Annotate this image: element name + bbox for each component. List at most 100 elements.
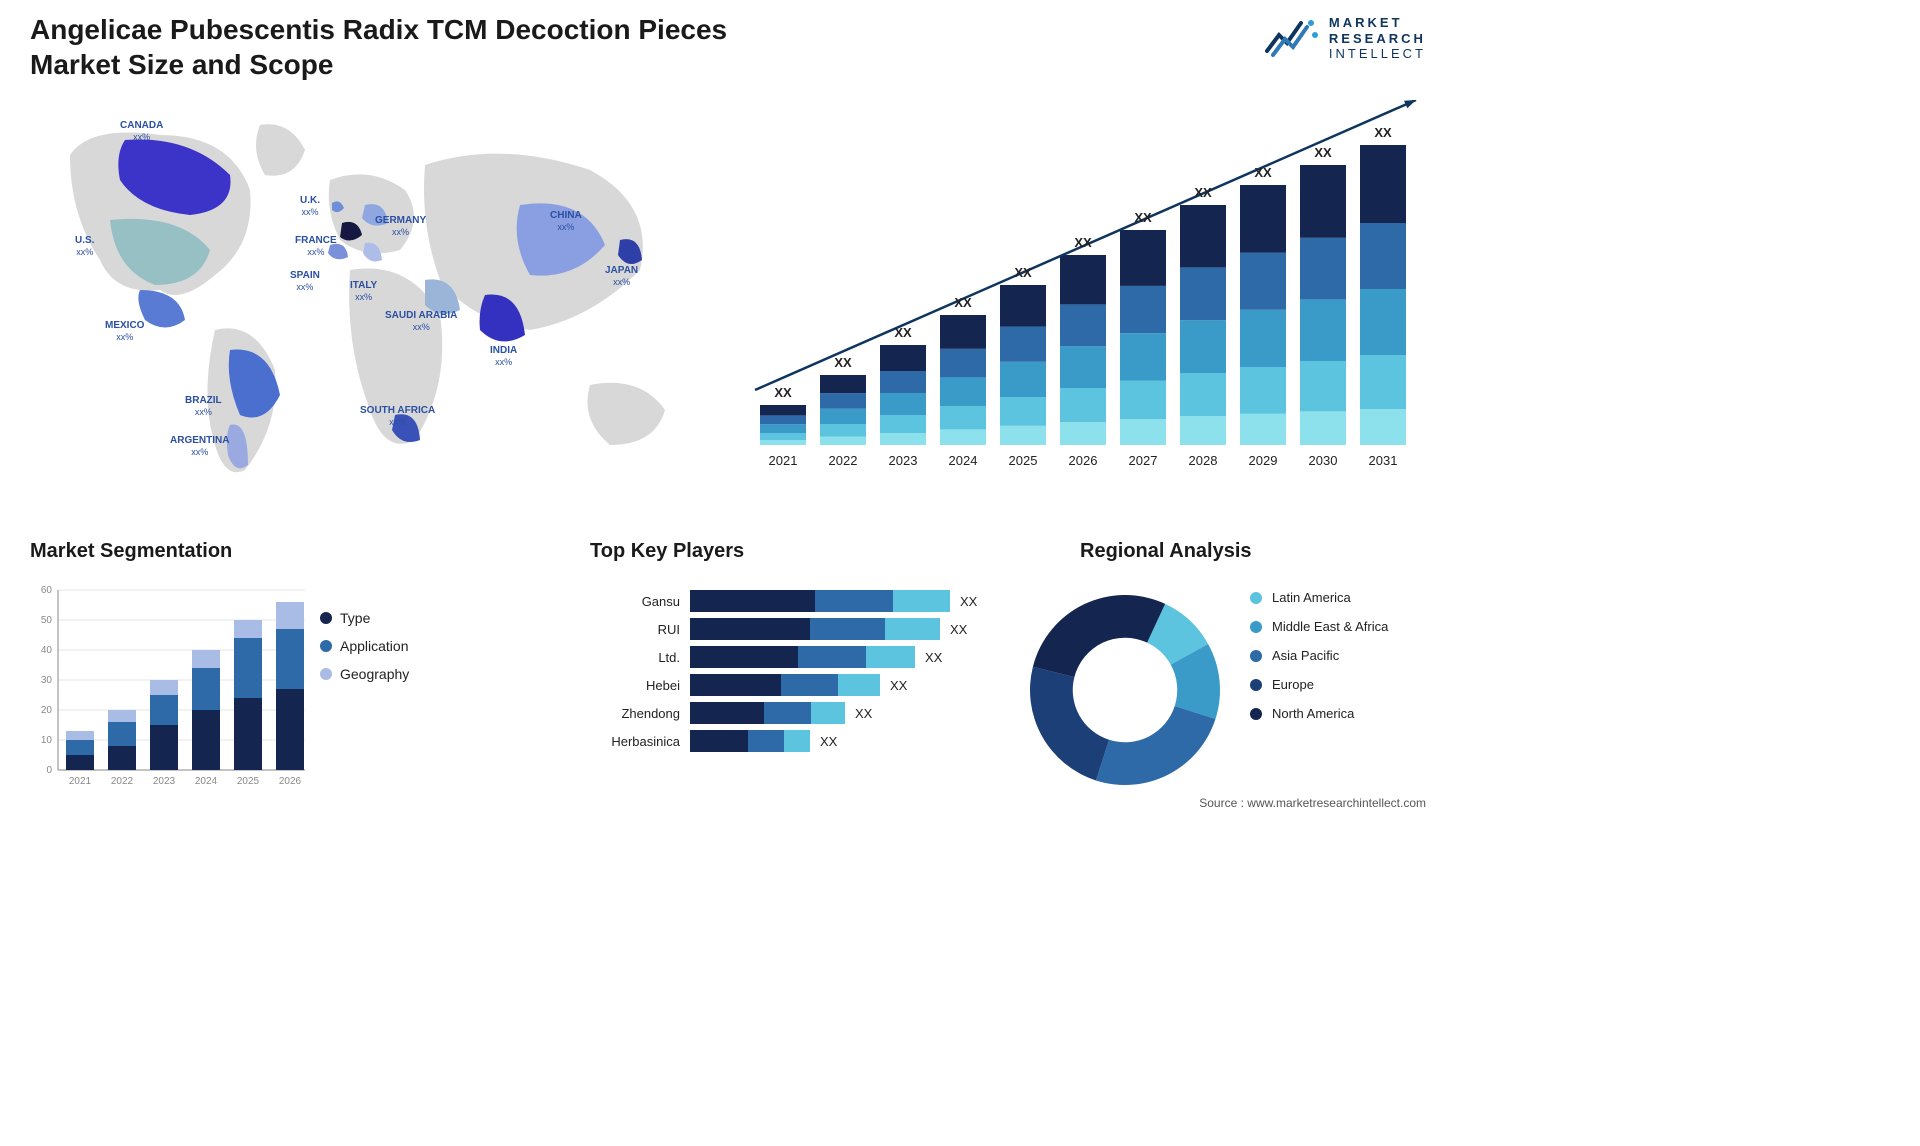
segmentation-legend-item: Application	[320, 638, 409, 654]
key-player-row: Gansu XX	[590, 590, 1010, 612]
svg-text:2029: 2029	[1249, 453, 1278, 468]
svg-text:40: 40	[41, 645, 53, 656]
svg-text:30: 30	[41, 675, 53, 686]
svg-text:2021: 2021	[69, 776, 92, 787]
svg-text:XX: XX	[1314, 145, 1332, 160]
legend-dot-icon	[320, 668, 332, 680]
svg-text:20: 20	[41, 705, 53, 716]
svg-text:XX: XX	[774, 385, 792, 400]
svg-text:60: 60	[41, 585, 53, 596]
svg-text:XX: XX	[834, 355, 852, 370]
key-player-bar	[690, 646, 915, 668]
key-player-value: XX	[855, 706, 872, 721]
brand-logo: MARKET RESEARCH INTELLECT	[1265, 15, 1426, 62]
map-label-japan: JAPANxx%	[605, 265, 638, 288]
svg-text:2023: 2023	[889, 453, 918, 468]
regional-section: Regional Analysis Latin America Middle Ea…	[1020, 540, 1440, 800]
legend-label: Europe	[1272, 677, 1314, 692]
svg-text:XX: XX	[894, 325, 912, 340]
svg-text:0: 0	[46, 765, 52, 776]
key-player-name: Hebei	[590, 678, 690, 693]
map-label-germany: GERMANYxx%	[375, 215, 426, 238]
svg-text:XX: XX	[1254, 165, 1272, 180]
svg-text:XX: XX	[1014, 265, 1032, 280]
svg-text:50: 50	[41, 615, 53, 626]
svg-text:2028: 2028	[1189, 453, 1218, 468]
key-player-bar	[690, 730, 810, 752]
key-player-bar	[690, 590, 950, 612]
svg-text:2026: 2026	[279, 776, 302, 787]
svg-text:2025: 2025	[237, 776, 260, 787]
key-player-row: Zhendong XX	[590, 702, 1010, 724]
svg-text:2030: 2030	[1309, 453, 1338, 468]
map-label-india: INDIAxx%	[490, 345, 517, 368]
map-label-canada: CANADAxx%	[120, 120, 163, 143]
regional-legend-item: Europe	[1250, 677, 1388, 692]
legend-label: Middle East & Africa	[1272, 619, 1388, 634]
legend-label: Asia Pacific	[1272, 648, 1339, 663]
key-player-value: XX	[820, 734, 837, 749]
key-player-value: XX	[960, 594, 977, 609]
key-player-row: Herbasinica XX	[590, 730, 1010, 752]
svg-text:2022: 2022	[829, 453, 858, 468]
key-players-section: Top Key Players GansuXXRUIXXLtd.XXHebeiX…	[590, 540, 1010, 800]
regional-donut	[1020, 585, 1230, 795]
source-text: Source : www.marketresearchintellect.com	[1199, 796, 1426, 810]
map-label-uk: U.K.xx%	[300, 195, 320, 218]
key-player-bar	[690, 618, 940, 640]
map-label-saudi: SAUDI ARABIAxx%	[385, 310, 457, 333]
key-player-name: RUI	[590, 622, 690, 637]
svg-text:10: 10	[41, 735, 53, 746]
world-map: CANADAxx%U.S.xx%MEXICOxx%BRAZILxx%ARGENT…	[30, 95, 710, 490]
key-player-row: RUIXX	[590, 618, 1010, 640]
legend-dot-icon	[1250, 679, 1262, 691]
map-label-italy: ITALYxx%	[350, 280, 377, 303]
regional-legend: Latin America Middle East & Africa Asia Pa…	[1250, 590, 1388, 735]
svg-text:XX: XX	[1074, 235, 1092, 250]
key-player-name: Zhendong	[590, 706, 690, 721]
key-player-value: XX	[925, 650, 942, 665]
svg-text:XX: XX	[1194, 185, 1212, 200]
svg-text:2026: 2026	[1069, 453, 1098, 468]
regional-title: Regional Analysis	[1080, 540, 1252, 563]
logo-line2: RESEARCH	[1329, 31, 1426, 47]
segmentation-legend: Type Application Geography	[320, 610, 409, 694]
key-player-row: Ltd.XX	[590, 646, 1010, 668]
regional-legend-item: Middle East & Africa	[1250, 619, 1388, 634]
legend-dot-icon	[320, 640, 332, 652]
map-label-brazil: BRAZILxx%	[185, 395, 222, 418]
map-label-france: FRANCExx%	[295, 235, 337, 258]
svg-text:2025: 2025	[1009, 453, 1038, 468]
growth-chart-svg: XX2021XX2022XX2023XX2024XX2025XX2026XX20…	[750, 100, 1420, 480]
growth-chart: XX2021XX2022XX2023XX2024XX2025XX2026XX20…	[750, 100, 1420, 480]
svg-text:2031: 2031	[1369, 453, 1398, 468]
map-label-us: U.S.xx%	[75, 235, 94, 258]
svg-text:XX: XX	[1374, 125, 1392, 140]
svg-text:2021: 2021	[769, 453, 798, 468]
svg-text:2027: 2027	[1129, 453, 1158, 468]
map-label-south_africa: SOUTH AFRICAxx%	[360, 405, 435, 428]
legend-dot-icon	[320, 612, 332, 624]
legend-dot-icon	[1250, 708, 1262, 720]
segmentation-legend-item: Type	[320, 610, 409, 626]
key-player-name: Herbasinica	[590, 734, 690, 749]
legend-dot-icon	[1250, 621, 1262, 633]
key-player-value: XX	[890, 678, 907, 693]
logo-line1: MARKET	[1329, 15, 1426, 31]
logo-text: MARKET RESEARCH INTELLECT	[1329, 15, 1426, 62]
segmentation-legend-item: Geography	[320, 666, 409, 682]
svg-text:2022: 2022	[111, 776, 134, 787]
svg-text:XX: XX	[954, 295, 972, 310]
legend-label: Latin America	[1272, 590, 1351, 605]
legend-label: North America	[1272, 706, 1354, 721]
legend-dot-icon	[1250, 650, 1262, 662]
legend-label: Type	[340, 610, 370, 626]
key-player-row: Hebei XX	[590, 674, 1010, 696]
svg-text:XX: XX	[1134, 210, 1152, 225]
svg-text:2024: 2024	[195, 776, 218, 787]
key-player-bar	[690, 674, 880, 696]
page-title: Angelicae Pubescentis Radix TCM Decoctio…	[30, 12, 730, 82]
key-player-name: Gansu	[590, 594, 690, 609]
logo-mark-icon	[1265, 17, 1319, 59]
logo-line3: INTELLECT	[1329, 46, 1426, 62]
